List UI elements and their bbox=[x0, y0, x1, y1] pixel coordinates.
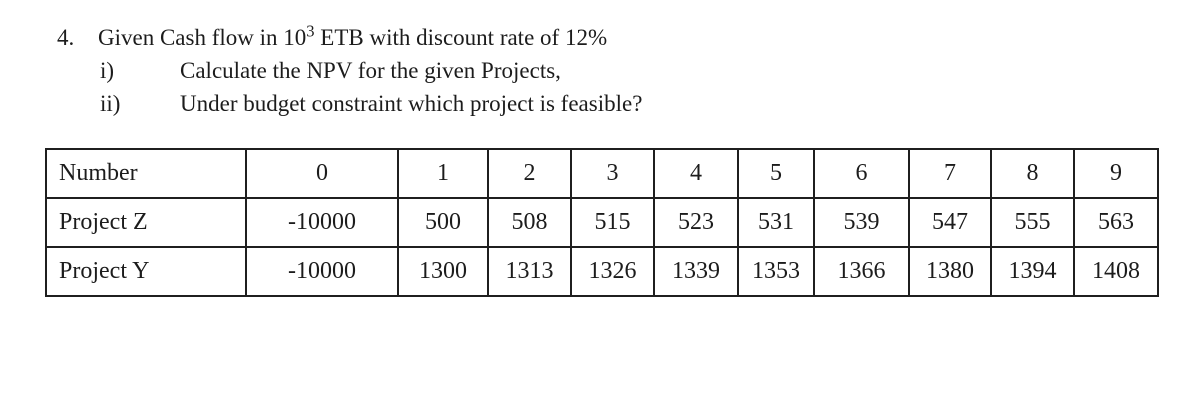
header-cell-period-0: 0 bbox=[245, 148, 399, 199]
cashflow-table: Number 0 1 2 3 4 5 6 7 8 9 Project Z -10… bbox=[45, 148, 1159, 297]
question-text: Given Cash flow in 103 ETB with discount… bbox=[98, 21, 607, 54]
cashflow-table-container: Number 0 1 2 3 4 5 6 7 8 9 Project Z -10… bbox=[45, 148, 1159, 297]
project-z-cell-7: 547 bbox=[908, 197, 992, 248]
project-z-cell-2: 508 bbox=[487, 197, 572, 248]
subitem-i-label: i) bbox=[100, 58, 115, 83]
project-y-cell-8: 1394 bbox=[990, 246, 1075, 297]
header-cell-period-6: 6 bbox=[813, 148, 910, 199]
project-y-cell-7: 1380 bbox=[908, 246, 992, 297]
table-row-project-z: Project Z -10000 500 508 515 523 531 539… bbox=[45, 197, 1159, 248]
header-cell-period-4: 4 bbox=[653, 148, 739, 199]
row-label-project-y: Project Y bbox=[45, 246, 247, 297]
table-row-project-y: Project Y -10000 1300 1313 1326 1339 135… bbox=[45, 246, 1159, 297]
header-cell-period-5: 5 bbox=[737, 148, 815, 199]
subitem-ii: ii) Under budget constraint which projec… bbox=[100, 87, 642, 120]
problem-title-line: 4. Given Cash flow in 103 ETB with disco… bbox=[57, 21, 642, 54]
question-text-post: ETB with discount rate of 12% bbox=[314, 25, 608, 50]
header-cell-period-1: 1 bbox=[397, 148, 489, 199]
project-z-cell-5: 531 bbox=[737, 197, 815, 248]
question-text-pre: Given Cash flow in 10 bbox=[98, 25, 307, 50]
subitem-ii-label: ii) bbox=[100, 91, 121, 116]
project-y-cell-5: 1353 bbox=[737, 246, 815, 297]
project-y-cell-3: 1326 bbox=[570, 246, 655, 297]
header-cell-period-9: 9 bbox=[1073, 148, 1159, 199]
project-y-cell-6: 1366 bbox=[813, 246, 910, 297]
project-z-cell-6: 539 bbox=[813, 197, 910, 248]
project-y-cell-2: 1313 bbox=[487, 246, 572, 297]
project-z-cell-8: 555 bbox=[990, 197, 1075, 248]
subitem-i-text: Calculate the NPV for the given Projects… bbox=[180, 58, 561, 83]
exponent: 3 bbox=[306, 21, 315, 41]
project-z-cell-4: 523 bbox=[653, 197, 739, 248]
project-z-cell-0: -10000 bbox=[245, 197, 399, 248]
question-number: 4. bbox=[57, 25, 75, 50]
header-cell-number: Number bbox=[45, 148, 247, 199]
project-z-cell-1: 500 bbox=[397, 197, 489, 248]
problem-statement: 4. Given Cash flow in 103 ETB with disco… bbox=[57, 21, 642, 120]
project-z-cell-9: 563 bbox=[1073, 197, 1159, 248]
project-y-cell-0: -10000 bbox=[245, 246, 399, 297]
header-cell-period-8: 8 bbox=[990, 148, 1075, 199]
subitem-ii-text: Under budget constraint which project is… bbox=[180, 91, 643, 116]
header-cell-period-7: 7 bbox=[908, 148, 992, 199]
project-z-cell-3: 515 bbox=[570, 197, 655, 248]
subitem-i: i) Calculate the NPV for the given Proje… bbox=[100, 54, 642, 87]
table-header-row: Number 0 1 2 3 4 5 6 7 8 9 bbox=[45, 148, 1159, 199]
header-cell-period-2: 2 bbox=[487, 148, 572, 199]
project-y-cell-4: 1339 bbox=[653, 246, 739, 297]
project-y-cell-1: 1300 bbox=[397, 246, 489, 297]
project-y-cell-9: 1408 bbox=[1073, 246, 1159, 297]
header-cell-period-3: 3 bbox=[570, 148, 655, 199]
row-label-project-z: Project Z bbox=[45, 197, 247, 248]
